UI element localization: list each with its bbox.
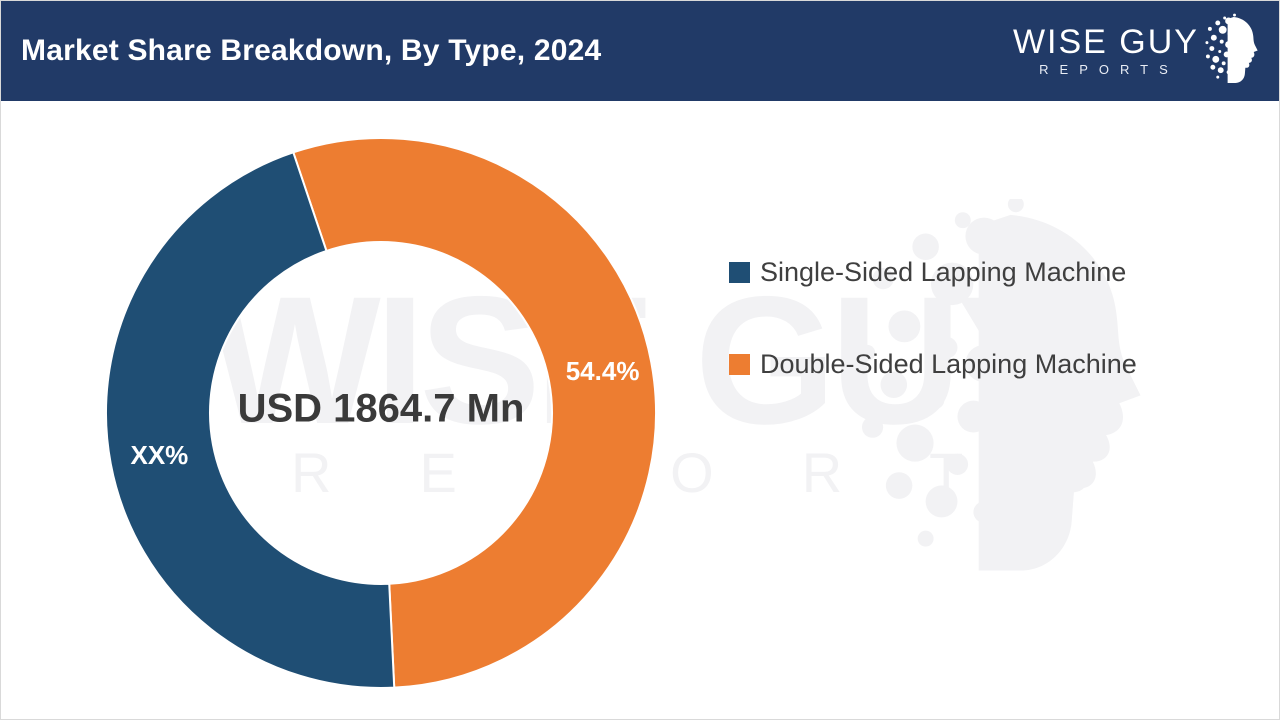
logo-wordmark: WISE GUY xyxy=(1012,22,1199,61)
chart-legend: Single-Sided Lapping Machine Double-Side… xyxy=(729,253,1137,437)
slice-value-label: 54.4% xyxy=(566,356,640,386)
legend-swatch-orange xyxy=(729,353,750,375)
legend-swatch-blue xyxy=(729,261,750,283)
page-title: Market Share Breakdown, By Type, 2024 xyxy=(21,34,602,67)
donut-slice-0 xyxy=(292,137,657,689)
wiseguy-logo-text: WISE GUY REPORTS xyxy=(1012,22,1199,78)
logo-subtext: REPORTS xyxy=(1039,62,1179,78)
legend-label: Single-Sided Lapping Machine xyxy=(760,256,1127,287)
legend-label: Double-Sided Lapping Machine xyxy=(760,348,1137,379)
legend-item-single-sided: Single-Sided Lapping Machine xyxy=(729,253,1137,291)
wiseguy-logo: WISE GUY REPORTS xyxy=(1013,5,1267,97)
header-bar: Market Share Breakdown, By Type, 2024 WI… xyxy=(1,1,1279,101)
donut-chart: 54.4% XX% xyxy=(105,137,657,689)
legend-item-double-sided: Double-Sided Lapping Machine xyxy=(729,345,1137,383)
chart-center-value: USD 1864.7 Mn xyxy=(237,386,525,431)
donut-slice-1 xyxy=(105,151,396,689)
wiseguy-face-icon xyxy=(1205,13,1258,83)
slice-value-label: XX% xyxy=(130,440,188,470)
